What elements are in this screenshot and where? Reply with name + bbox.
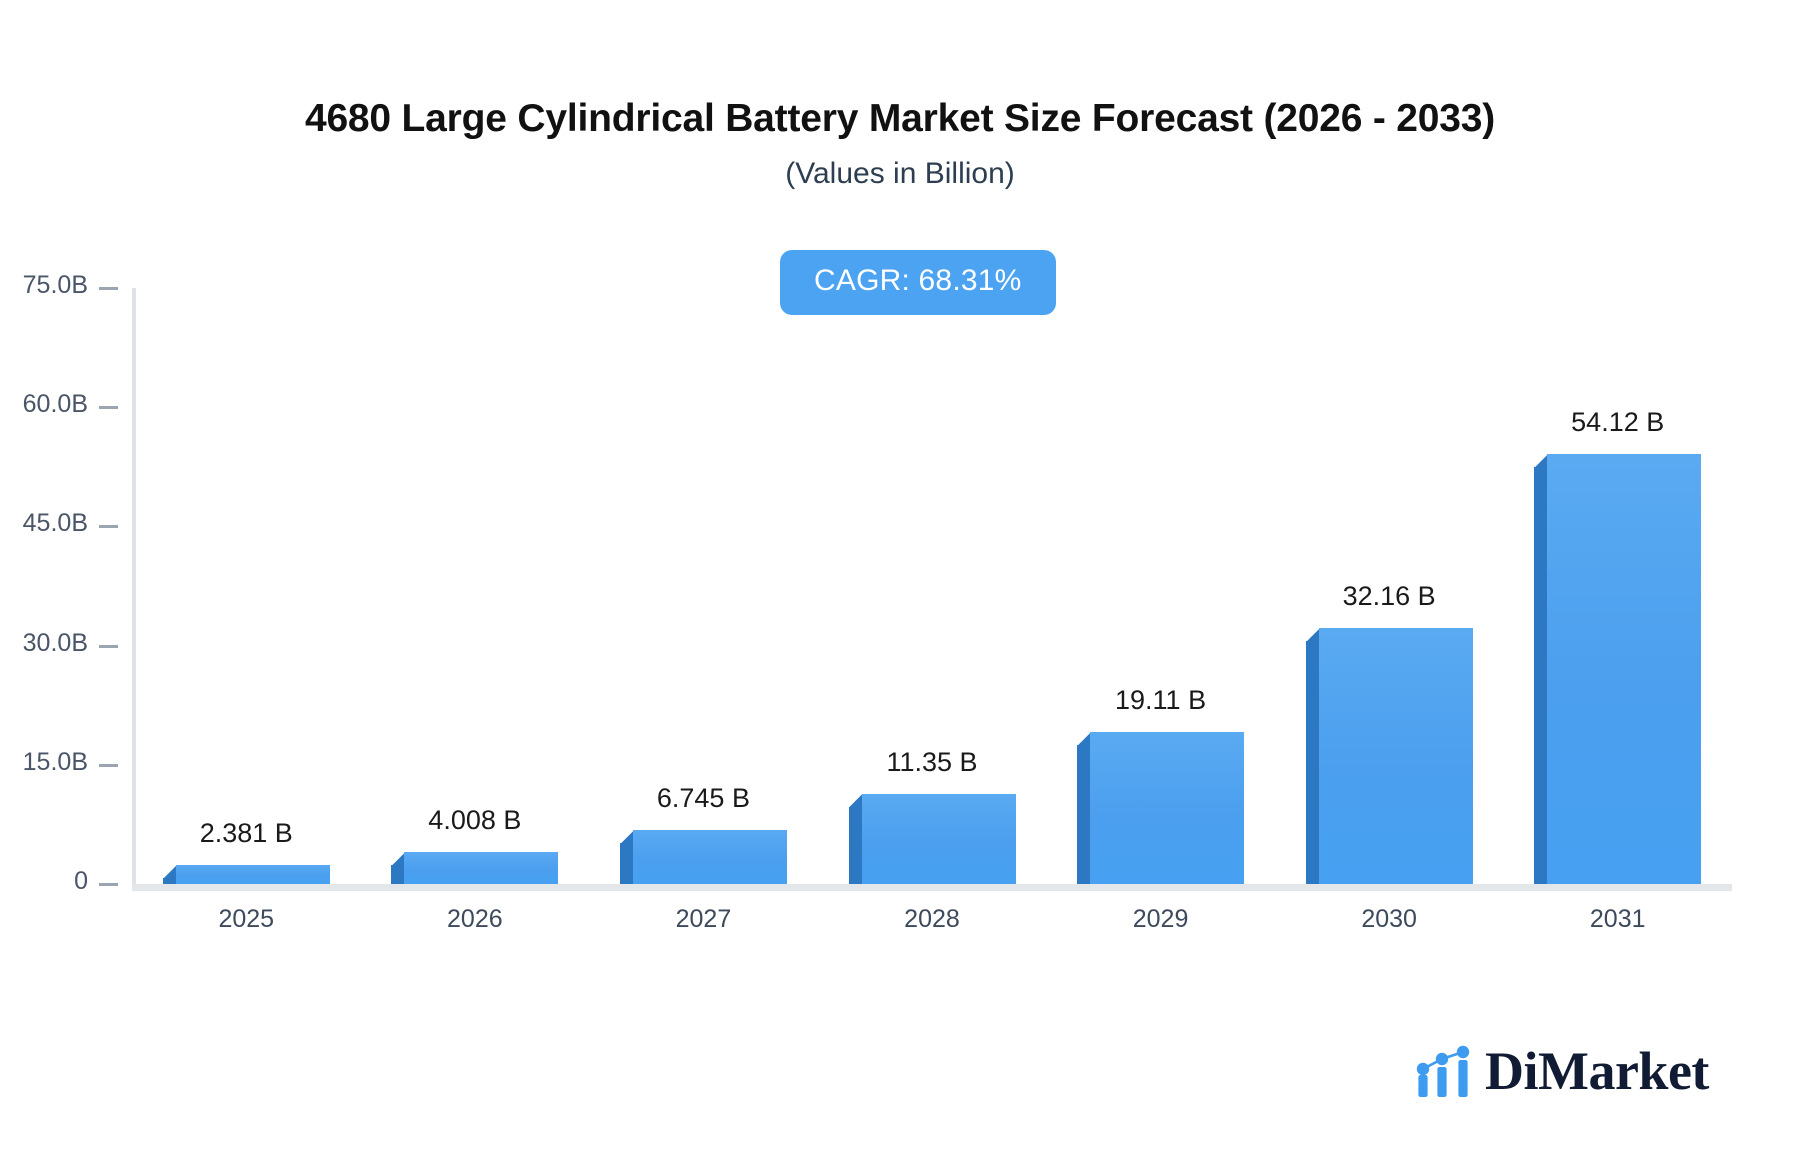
x-axis-labels: 2025 2026 2027 2028 2029 2030 2031 <box>132 905 1732 945</box>
bar-slot[interactable]: 19.11 B <box>1077 288 1245 884</box>
bar-front-face <box>1547 453 1702 884</box>
y-tick-mark <box>99 763 118 767</box>
bar-value-label: 54.12 B <box>1571 406 1665 437</box>
x-axis-line <box>132 884 1732 891</box>
bar-side-face <box>391 865 406 884</box>
bar-2026[interactable] <box>391 852 559 884</box>
bar-2031[interactable] <box>1534 453 1702 884</box>
bar-slot[interactable]: 4.008 B <box>391 288 559 884</box>
bar-2027[interactable] <box>619 830 787 884</box>
x-axis-label-2025: 2025 <box>218 905 275 933</box>
bar-side-face <box>1305 641 1320 884</box>
bar-2025[interactable] <box>162 865 330 884</box>
bar-top-bevel <box>848 793 863 808</box>
x-axis-label-2030: 2030 <box>1361 905 1417 933</box>
bar-side-face <box>619 843 634 884</box>
bar-top-bevel <box>1077 732 1092 747</box>
bar-2030[interactable] <box>1305 628 1473 884</box>
bar-slot[interactable]: 6.745 B <box>619 288 787 884</box>
y-tick-mark <box>99 406 118 410</box>
y-tick-label: 30.0B <box>22 628 88 657</box>
bar-front-face <box>404 852 559 884</box>
bar-top-bevel <box>1534 453 1549 468</box>
bar-chart-logo-icon <box>1415 1043 1473 1099</box>
y-tick-label: 45.0B <box>22 509 88 538</box>
y-tick-label: 60.0B <box>22 390 88 419</box>
brand-logo: DiMarket <box>1415 1043 1709 1099</box>
x-axis-label-2028: 2028 <box>904 905 960 933</box>
y-tick-mark <box>99 883 118 886</box>
x-axis-label-2031: 2031 <box>1589 905 1646 933</box>
bar-front-face <box>861 793 1016 884</box>
chart-subtitle: (Values in Billion) <box>785 157 1015 191</box>
x-axis-label-2026: 2026 <box>447 905 503 933</box>
title-block: 4680 Large Cylindrical Battery Market Si… <box>0 96 1800 192</box>
bar-slot[interactable]: 54.12 B <box>1534 288 1702 884</box>
bar-side-face <box>848 806 863 884</box>
y-tick-label: 0 <box>74 867 88 895</box>
brand-logo-text: DiMarket <box>1485 1041 1709 1101</box>
y-tick-label: 75.0B <box>22 271 88 299</box>
x-axis-label-2027: 2027 <box>675 905 732 933</box>
bar-top-bevel <box>391 852 406 867</box>
bar-side-face <box>1077 745 1092 884</box>
y-tick-mark <box>99 525 118 529</box>
chart-title: 4680 Large Cylindrical Battery Market Si… <box>304 97 1496 140</box>
bar-value-label: 6.745 B <box>656 783 750 814</box>
bar-series: 2.381 B 4.008 B 6.745 B 11.35 B 19.11 B 32.16… <box>132 288 1732 884</box>
bar-side-face <box>162 878 177 884</box>
bar-slot[interactable]: 2.381 B <box>162 288 330 884</box>
x-axis-label-2029: 2029 <box>1132 905 1189 933</box>
y-axis-line <box>132 288 136 886</box>
bar-value-label: 19.11 B <box>1115 685 1207 716</box>
bar-side-face <box>1534 466 1549 884</box>
bar-value-label: 32.16 B <box>1342 581 1436 612</box>
bar-value-label: 4.008 B <box>428 805 522 836</box>
y-tick-mark <box>99 644 118 648</box>
bar-front-face <box>175 865 330 884</box>
bar-slot[interactable]: 32.16 B <box>1305 288 1473 884</box>
bar-top-bevel <box>619 830 634 845</box>
bar-front-face <box>632 830 787 884</box>
bar-slot[interactable]: 11.35 B <box>848 288 1016 884</box>
bar-front-face <box>1318 628 1473 884</box>
bar-2029[interactable] <box>1077 732 1245 884</box>
y-tick-label: 15.0B <box>22 747 88 776</box>
bar-value-label: 2.381 B <box>199 818 293 849</box>
bar-top-bevel <box>162 865 177 880</box>
bar-top-bevel <box>1305 628 1320 643</box>
y-tick-mark <box>99 287 118 290</box>
bar-front-face <box>1090 732 1245 884</box>
bar-value-label: 11.35 B <box>886 746 978 777</box>
cagr-badge: CAGR: 68.31% <box>780 250 1056 315</box>
bar-2028[interactable] <box>848 793 1016 884</box>
